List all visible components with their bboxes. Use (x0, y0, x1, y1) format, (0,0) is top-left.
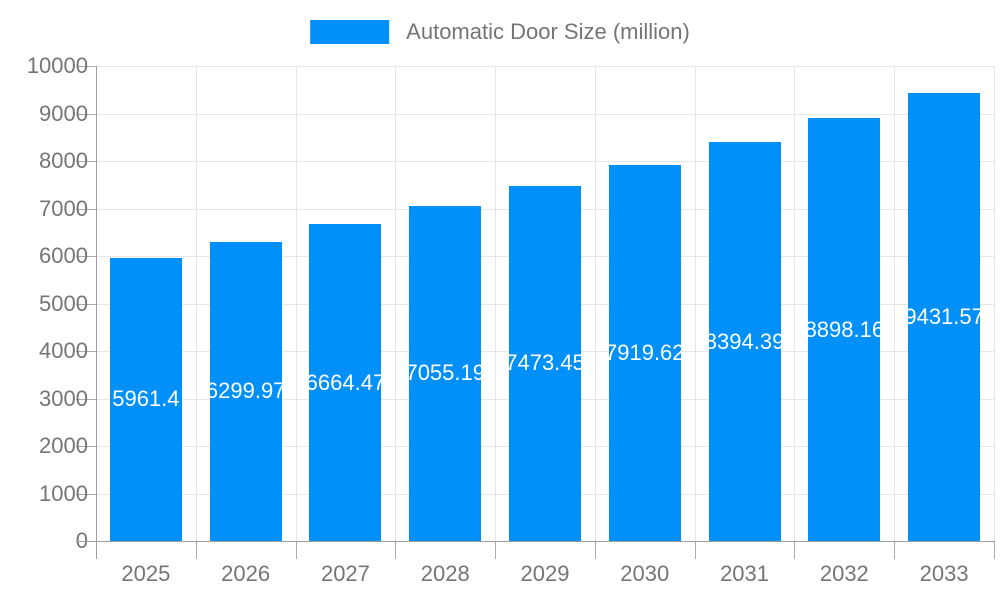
y-axis-label: 10000 (26, 53, 88, 78)
h-gridline (96, 66, 994, 67)
bar: 9431.57 (908, 93, 981, 541)
y-tick (76, 113, 96, 115)
v-gridline (794, 66, 796, 541)
bar-value-label: 6664.47 (309, 369, 382, 395)
bar: 7473.45 (509, 186, 581, 541)
x-tick (495, 541, 497, 559)
y-tick (76, 303, 96, 305)
y-tick (76, 208, 96, 210)
y-axis-label: 1000 (39, 480, 88, 506)
x-axis-label: 2032 (819, 561, 869, 586)
y-axis-label: 0 (75, 528, 88, 553)
bar-value-label: 7473.45 (509, 350, 581, 376)
plot-area: 0 1000 2000 3000 4000 5000 6000 7000 8000 9000 100… (27, 53, 995, 586)
y-axis-label: 4000 (39, 338, 88, 363)
bar-value-label: 5961.4 (112, 386, 180, 412)
bar-value-label: 7919.62 (608, 339, 681, 365)
v-gridline (694, 66, 696, 541)
h-gridline (96, 113, 994, 115)
v-gridline (994, 66, 995, 541)
y-axis-label: 6000 (39, 243, 88, 268)
x-tick (594, 541, 596, 559)
x-tick (195, 541, 197, 559)
x-axis-label: 2033 (919, 561, 969, 586)
y-tick (76, 66, 96, 67)
x-axis-label: 2026 (221, 561, 271, 586)
bar: 6299.97 (209, 241, 282, 541)
v-gridline (495, 66, 497, 541)
v-gridline (195, 66, 197, 541)
bar: 8394.39 (708, 142, 781, 541)
legend-swatch (310, 20, 390, 44)
bar: 5961.4 (109, 257, 182, 541)
bar-value-label: 8898.16 (808, 316, 881, 342)
bar-value-label: 7055.19 (409, 360, 482, 386)
v-gridline (395, 66, 397, 541)
v-gridline (594, 66, 596, 541)
h-gridline (96, 161, 994, 162)
bar-value-label: 9431.57 (908, 303, 981, 329)
y-axis-label: 7000 (39, 195, 88, 221)
y-axis-label: 3000 (39, 385, 88, 411)
y-tick (76, 398, 96, 400)
y-tick (76, 256, 96, 257)
x-tick (994, 541, 995, 559)
x-axis-label: 2025 (121, 561, 171, 586)
y-axis-label: 9000 (39, 100, 88, 126)
y-tick (76, 493, 96, 495)
x-axis-label: 2031 (720, 561, 770, 586)
x-tick (794, 541, 796, 559)
bar: 6664.47 (309, 224, 382, 541)
bar-value-label: 8394.39 (708, 328, 781, 354)
bar: 7919.62 (608, 164, 681, 541)
y-axis-label: 2000 (39, 433, 88, 458)
bar-value-label: 6299.97 (209, 378, 282, 404)
v-gridline (295, 66, 297, 541)
x-axis-label: 2027 (320, 561, 370, 586)
x-axis-label: 2028 (420, 561, 470, 586)
x-tick (295, 541, 297, 559)
v-gridline (894, 66, 896, 541)
y-axis-label: 8000 (39, 148, 88, 173)
x-tick (694, 541, 696, 559)
x-axis-label: 2029 (520, 561, 570, 586)
chart-legend: Automatic Door Size (million) (310, 19, 690, 45)
y-tick (76, 446, 96, 447)
y-axis-line (96, 66, 97, 559)
y-tick (76, 161, 96, 162)
bar: 8898.16 (808, 118, 881, 541)
x-tick (894, 541, 896, 559)
x-axis-line (76, 541, 994, 542)
bar: 7055.19 (409, 205, 482, 541)
x-tick (395, 541, 397, 559)
y-axis-label: 5000 (39, 290, 88, 316)
x-axis-label: 2030 (620, 561, 670, 586)
legend-label: Automatic Door Size (million) (406, 19, 690, 44)
y-tick (76, 351, 96, 352)
